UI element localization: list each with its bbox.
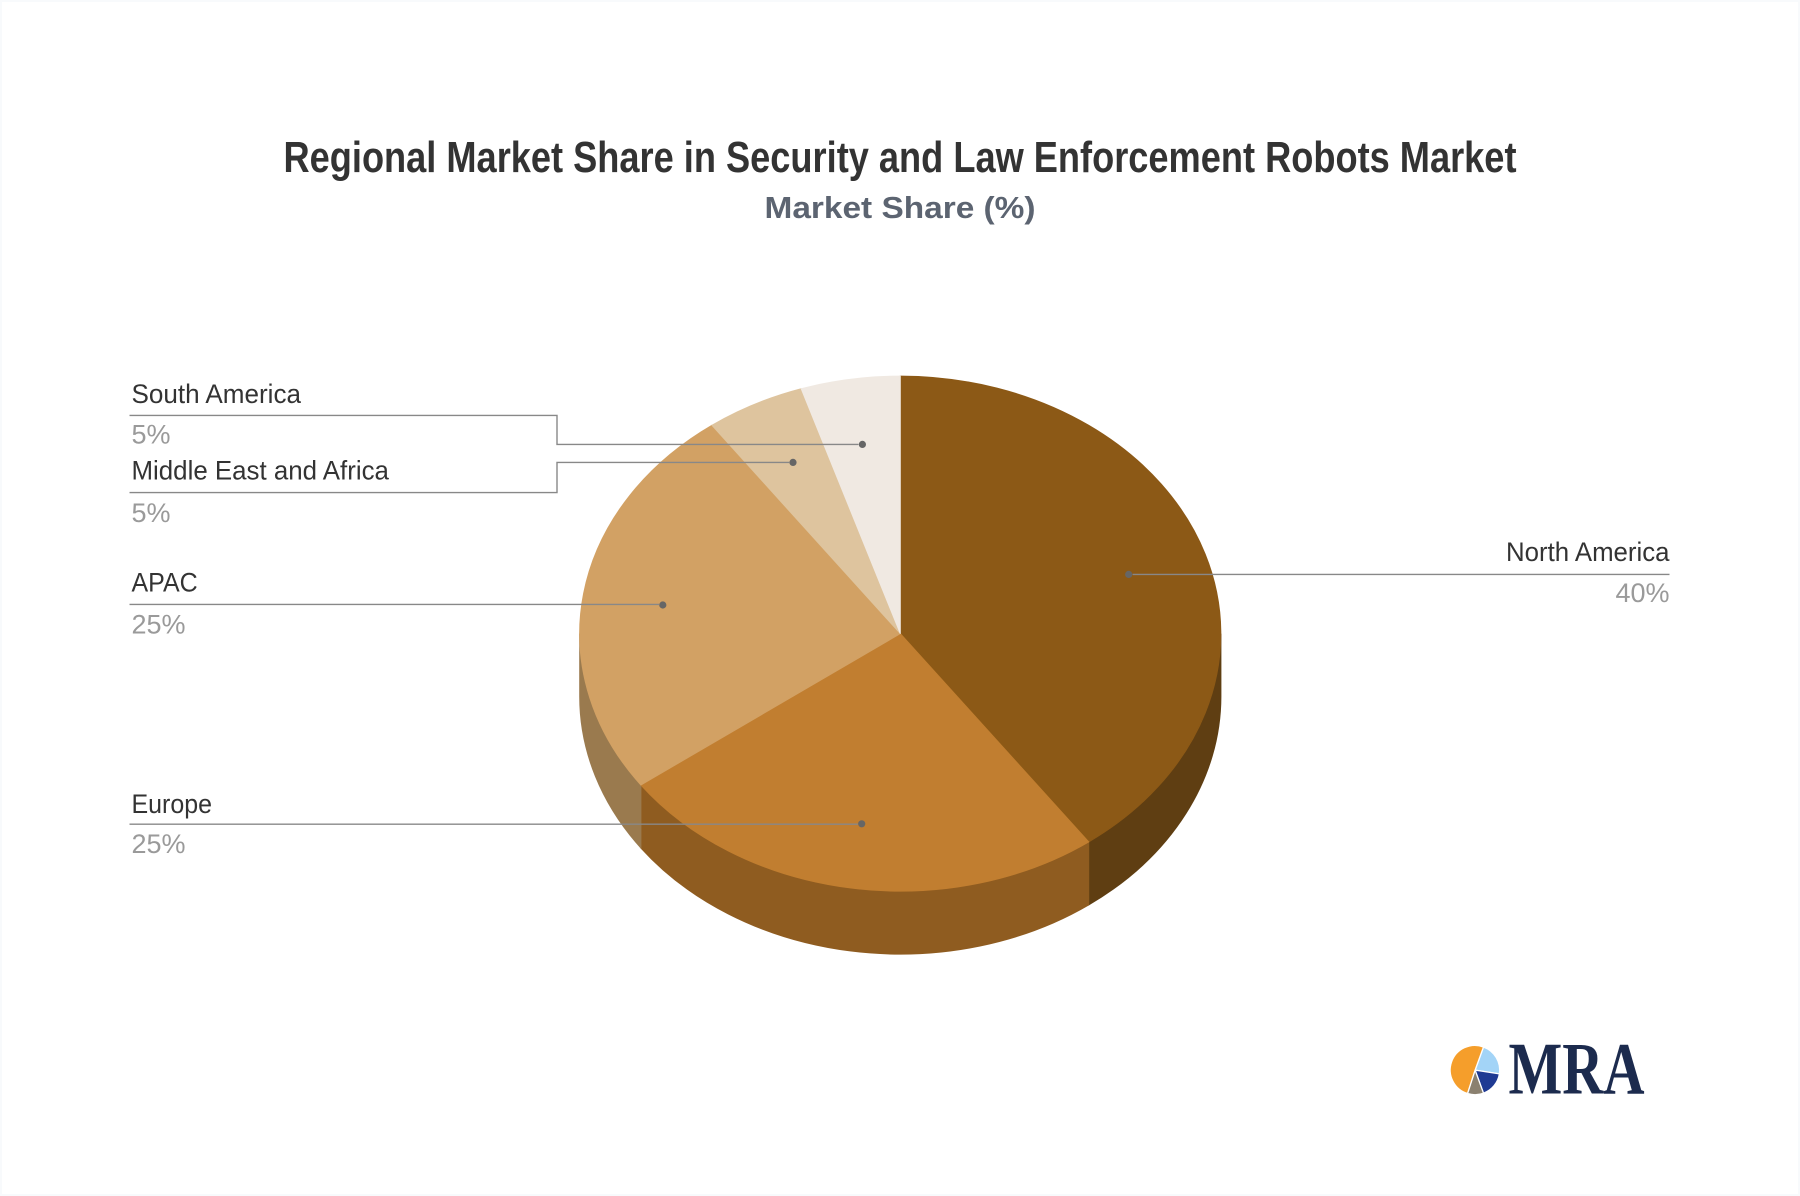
svg-text:APAC: APAC	[132, 568, 198, 598]
svg-text:40%: 40%	[1615, 578, 1669, 608]
svg-text:25%: 25%	[132, 610, 186, 640]
svg-text:North America: North America	[1506, 537, 1670, 567]
svg-text:25%: 25%	[132, 829, 186, 859]
svg-text:Market Share (%): Market Share (%)	[765, 190, 1036, 225]
svg-text:Regional Market Share in Secur: Regional Market Share in Security and La…	[284, 133, 1517, 182]
svg-text:5%: 5%	[132, 498, 171, 528]
svg-text:MRA: MRA	[1509, 1028, 1645, 1110]
svg-text:Europe: Europe	[132, 789, 213, 819]
svg-text:Middle East and Africa: Middle East and Africa	[132, 456, 390, 486]
svg-text:South America: South America	[132, 379, 302, 409]
svg-text:5%: 5%	[132, 420, 171, 450]
